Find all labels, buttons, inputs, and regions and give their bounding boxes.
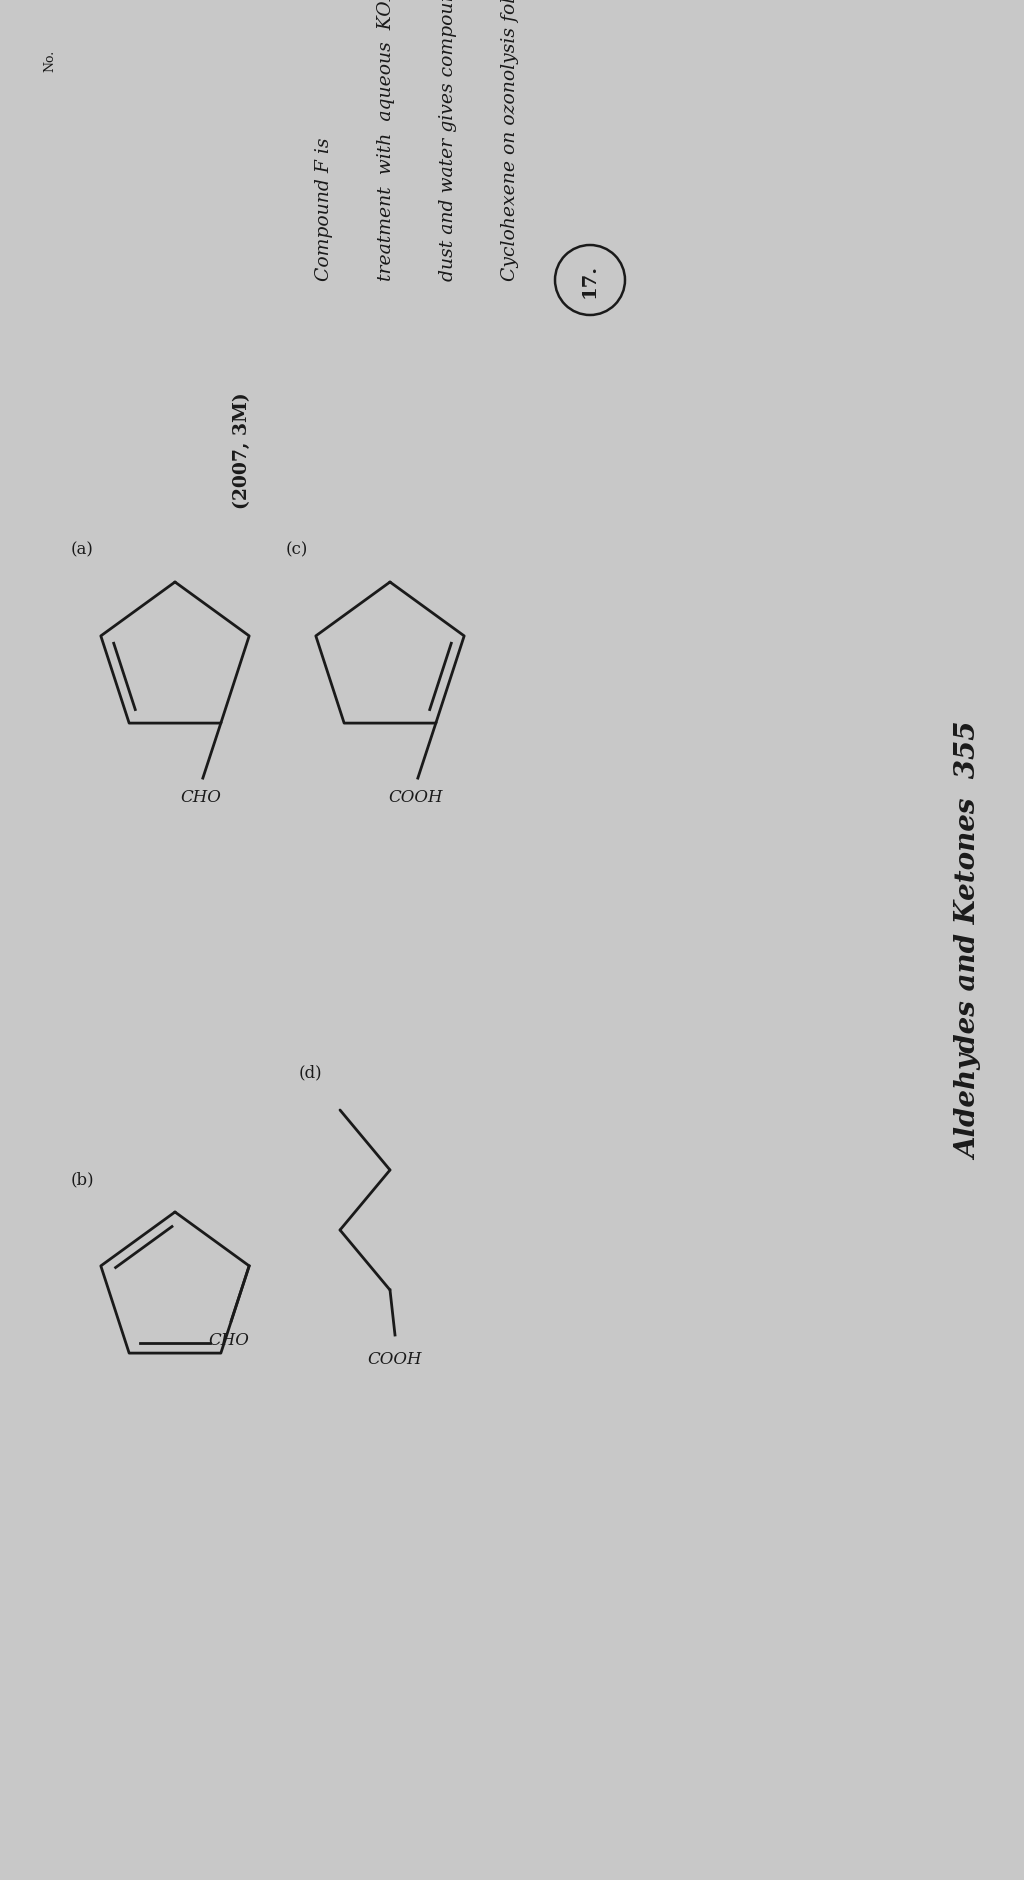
Text: treatment  with  aqueous  KOH  yields  compound  F.: treatment with aqueous KOH yields compou… bbox=[377, 0, 395, 280]
Text: COOH: COOH bbox=[388, 790, 443, 807]
Text: (a): (a) bbox=[71, 541, 93, 558]
Text: No.: No. bbox=[43, 51, 56, 71]
Text: (c): (c) bbox=[286, 541, 308, 558]
Text: (2007, 3M): (2007, 3M) bbox=[233, 393, 251, 509]
Text: Compound F is: Compound F is bbox=[315, 137, 333, 280]
Text: (d): (d) bbox=[298, 1064, 322, 1081]
Text: Aldehydes and Ketones  355: Aldehydes and Ketones 355 bbox=[956, 722, 983, 1160]
Text: CHO: CHO bbox=[180, 790, 221, 807]
Text: CHO: CHO bbox=[209, 1331, 250, 1348]
Text: (b): (b) bbox=[71, 1171, 94, 1188]
Text: dust and water gives compound E. Compound E on further: dust and water gives compound E. Compoun… bbox=[439, 0, 457, 280]
Text: 17.: 17. bbox=[581, 263, 599, 297]
Text: Cyclohexene on ozonolysis followed by reaction with zinc: Cyclohexene on ozonolysis followed by re… bbox=[501, 0, 519, 280]
Text: COOH: COOH bbox=[368, 1350, 422, 1367]
